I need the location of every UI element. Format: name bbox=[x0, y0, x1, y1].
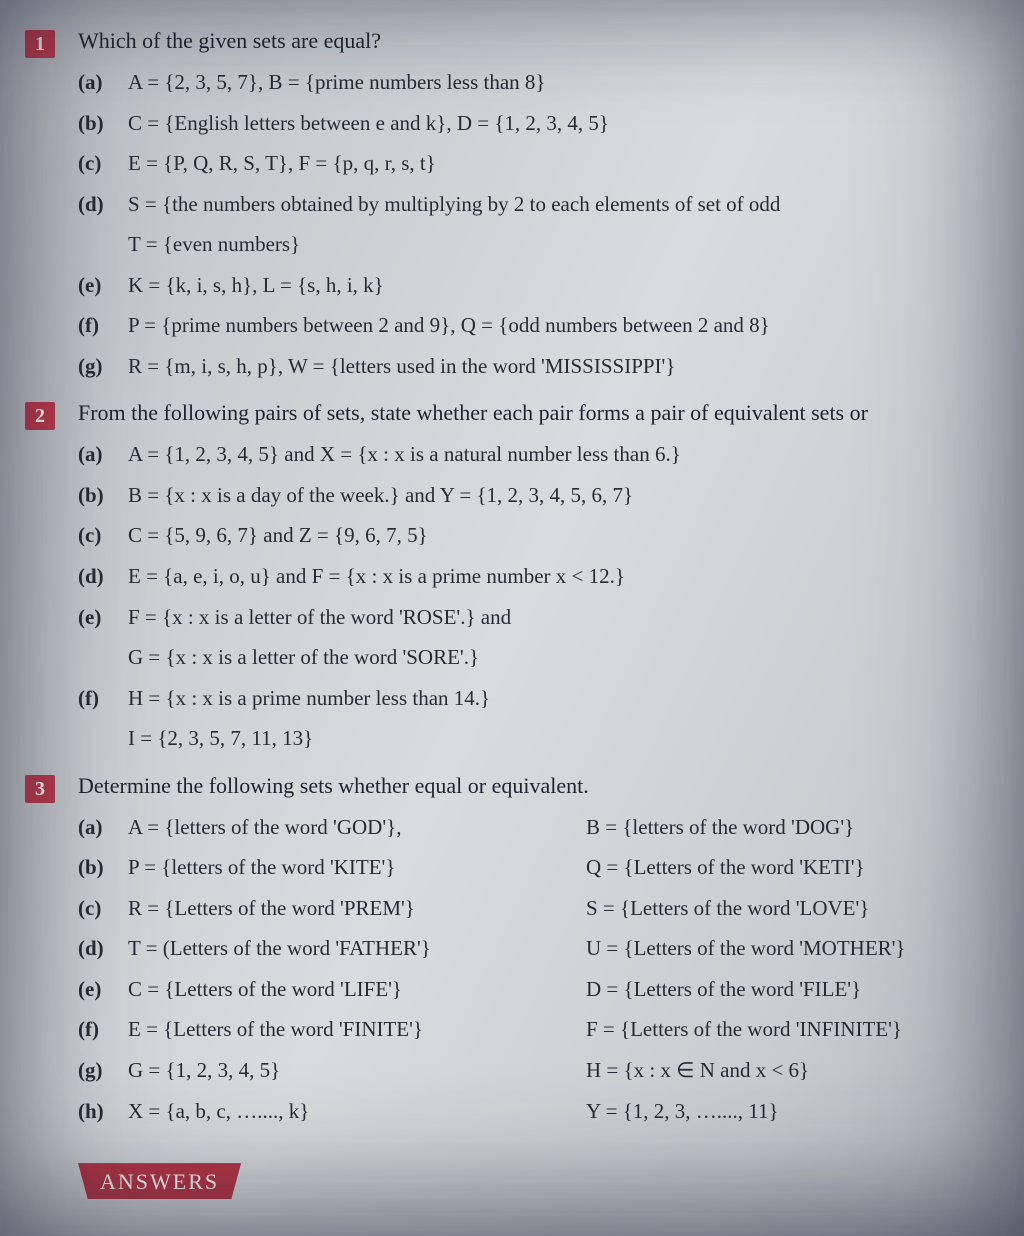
options-list: (f) H = {x : x is a prime number less th… bbox=[78, 682, 1014, 715]
option-label: (e) bbox=[78, 973, 128, 1006]
option-c: (c) R = {Letters of the word 'PREM'} S =… bbox=[78, 892, 1014, 925]
option-f: (f) P = {prime numbers between 2 and 9},… bbox=[78, 309, 1014, 342]
option-label: (g) bbox=[78, 1054, 128, 1087]
option-h: (h) X = {a, b, c, …...., k} Y = {1, 2, 3… bbox=[78, 1095, 1014, 1128]
option-left: R = {Letters of the word 'PREM'} bbox=[128, 892, 556, 925]
option-left: A = {letters of the word 'GOD'}, bbox=[128, 811, 556, 844]
option-right: U = {Letters of the word 'MOTHER'} bbox=[586, 932, 1014, 965]
option-left: C = {Letters of the word 'LIFE'} bbox=[128, 973, 556, 1006]
option-g: (g) G = {1, 2, 3, 4, 5} H = {x : x ∈ N a… bbox=[78, 1054, 1014, 1087]
option-right: S = {Letters of the word 'LOVE'} bbox=[586, 892, 1014, 925]
option-text: P = {prime numbers between 2 and 9}, Q =… bbox=[128, 309, 1014, 342]
option-label: (c) bbox=[78, 519, 128, 552]
option-label: (d) bbox=[78, 560, 128, 593]
question-text: From the following pairs of sets, state … bbox=[78, 400, 1014, 426]
question-text: Determine the following sets whether equ… bbox=[78, 773, 1014, 799]
option-label: (d) bbox=[78, 932, 128, 965]
option-label: (c) bbox=[78, 147, 128, 180]
options-list: (e) K = {k, i, s, h}, L = {s, h, i, k} (… bbox=[78, 269, 1014, 383]
option-label: (b) bbox=[78, 479, 128, 512]
option-label: (b) bbox=[78, 851, 128, 884]
option-left: G = {1, 2, 3, 4, 5} bbox=[128, 1054, 556, 1087]
option-right: H = {x : x ∈ N and x < 6} bbox=[586, 1054, 1014, 1087]
option-text: A = {1, 2, 3, 4, 5} and X = {x : x is a … bbox=[128, 438, 1014, 471]
option-left: T = (Letters of the word 'FATHER'} bbox=[128, 932, 556, 965]
question-number-badge: 1 bbox=[25, 30, 55, 58]
option-e: (e) K = {k, i, s, h}, L = {s, h, i, k} bbox=[78, 269, 1014, 302]
option-e-continuation: G = {x : x is a letter of the word 'SORE… bbox=[128, 641, 1014, 674]
options-list: (a) A = {2, 3, 5, 7}, B = {prime numbers… bbox=[78, 66, 1014, 220]
option-label: (f) bbox=[78, 309, 128, 342]
options-list: (a) A = {1, 2, 3, 4, 5} and X = {x : x i… bbox=[78, 438, 1014, 633]
option-label: (c) bbox=[78, 892, 128, 925]
options-list: (a) A = {letters of the word 'GOD'}, B =… bbox=[78, 811, 1014, 1127]
option-e: (e) C = {Letters of the word 'LIFE'} D =… bbox=[78, 973, 1014, 1006]
option-text: C = {5, 9, 6, 7} and Z = {9, 6, 7, 5} bbox=[128, 519, 1014, 552]
option-f: (f) H = {x : x is a prime number less th… bbox=[78, 682, 1014, 715]
option-label: (a) bbox=[78, 66, 128, 99]
option-text: E = {P, Q, R, S, T}, F = {p, q, r, s, t} bbox=[128, 147, 1014, 180]
question-2: 2 From the following pairs of sets, stat… bbox=[30, 400, 1014, 754]
option-text: F = {x : x is a letter of the word 'ROSE… bbox=[128, 601, 1014, 634]
option-d-continuation: T = {even numbers} bbox=[128, 228, 1014, 261]
option-text: S = {the numbers obtained by multiplying… bbox=[128, 188, 1014, 221]
option-d: (d) S = {the numbers obtained by multipl… bbox=[78, 188, 1014, 221]
option-b: (b) C = {English letters between e and k… bbox=[78, 107, 1014, 140]
page-content: 1 Which of the given sets are equal? (a)… bbox=[0, 0, 1024, 1199]
option-right: F = {Letters of the word 'INFINITE'} bbox=[586, 1013, 1014, 1046]
option-text: A = {2, 3, 5, 7}, B = {prime numbers les… bbox=[128, 66, 1014, 99]
question-text: Which of the given sets are equal? bbox=[78, 28, 1014, 54]
option-e: (e) F = {x : x is a letter of the word '… bbox=[78, 601, 1014, 634]
option-right: D = {Letters of the word 'FILE'} bbox=[586, 973, 1014, 1006]
option-f: (f) E = {Letters of the word 'FINITE'} F… bbox=[78, 1013, 1014, 1046]
option-left: P = {letters of the word 'KITE'} bbox=[128, 851, 556, 884]
option-label: (a) bbox=[78, 438, 128, 471]
option-a: (a) A = {letters of the word 'GOD'}, B =… bbox=[78, 811, 1014, 844]
option-text: H = {x : x is a prime number less than 1… bbox=[128, 682, 1014, 715]
question-number-badge: 2 bbox=[25, 402, 55, 430]
question-1: 1 Which of the given sets are equal? (a)… bbox=[30, 28, 1014, 382]
option-label: (d) bbox=[78, 188, 128, 221]
option-c: (c) E = {P, Q, R, S, T}, F = {p, q, r, s… bbox=[78, 147, 1014, 180]
option-b: (b) B = {x : x is a day of the week.} an… bbox=[78, 479, 1014, 512]
option-d: (d) E = {a, e, i, o, u} and F = {x : x i… bbox=[78, 560, 1014, 593]
option-label: (f) bbox=[78, 682, 128, 715]
option-left: X = {a, b, c, …...., k} bbox=[128, 1095, 556, 1128]
option-b: (b) P = {letters of the word 'KITE'} Q =… bbox=[78, 851, 1014, 884]
option-text: R = {m, i, s, h, p}, W = {letters used i… bbox=[128, 350, 1014, 383]
option-text: B = {x : x is a day of the week.} and Y … bbox=[128, 479, 1014, 512]
option-a: (a) A = {1, 2, 3, 4, 5} and X = {x : x i… bbox=[78, 438, 1014, 471]
option-right: Q = {Letters of the word 'KETI'} bbox=[586, 851, 1014, 884]
option-label: (f) bbox=[78, 1013, 128, 1046]
option-text: E = {a, e, i, o, u} and F = {x : x is a … bbox=[128, 560, 1014, 593]
option-label: (e) bbox=[78, 269, 128, 302]
option-right: B = {letters of the word 'DOG'} bbox=[586, 811, 1014, 844]
option-text: K = {k, i, s, h}, L = {s, h, i, k} bbox=[128, 269, 1014, 302]
option-label: (g) bbox=[78, 350, 128, 383]
option-c: (c) C = {5, 9, 6, 7} and Z = {9, 6, 7, 5… bbox=[78, 519, 1014, 552]
question-3: 3 Determine the following sets whether e… bbox=[30, 773, 1014, 1127]
option-label: (e) bbox=[78, 601, 128, 634]
option-label: (h) bbox=[78, 1095, 128, 1128]
option-f-continuation: I = {2, 3, 5, 7, 11, 13} bbox=[128, 722, 1014, 755]
option-label: (a) bbox=[78, 811, 128, 844]
answers-heading: ANSWERS bbox=[78, 1163, 241, 1199]
option-right: Y = {1, 2, 3, …...., 11} bbox=[586, 1095, 1014, 1128]
option-a: (a) A = {2, 3, 5, 7}, B = {prime numbers… bbox=[78, 66, 1014, 99]
option-g: (g) R = {m, i, s, h, p}, W = {letters us… bbox=[78, 350, 1014, 383]
option-left: E = {Letters of the word 'FINITE'} bbox=[128, 1013, 556, 1046]
option-d: (d) T = (Letters of the word 'FATHER'} U… bbox=[78, 932, 1014, 965]
option-text: C = {English letters between e and k}, D… bbox=[128, 107, 1014, 140]
question-number-badge: 3 bbox=[25, 775, 55, 803]
option-label: (b) bbox=[78, 107, 128, 140]
